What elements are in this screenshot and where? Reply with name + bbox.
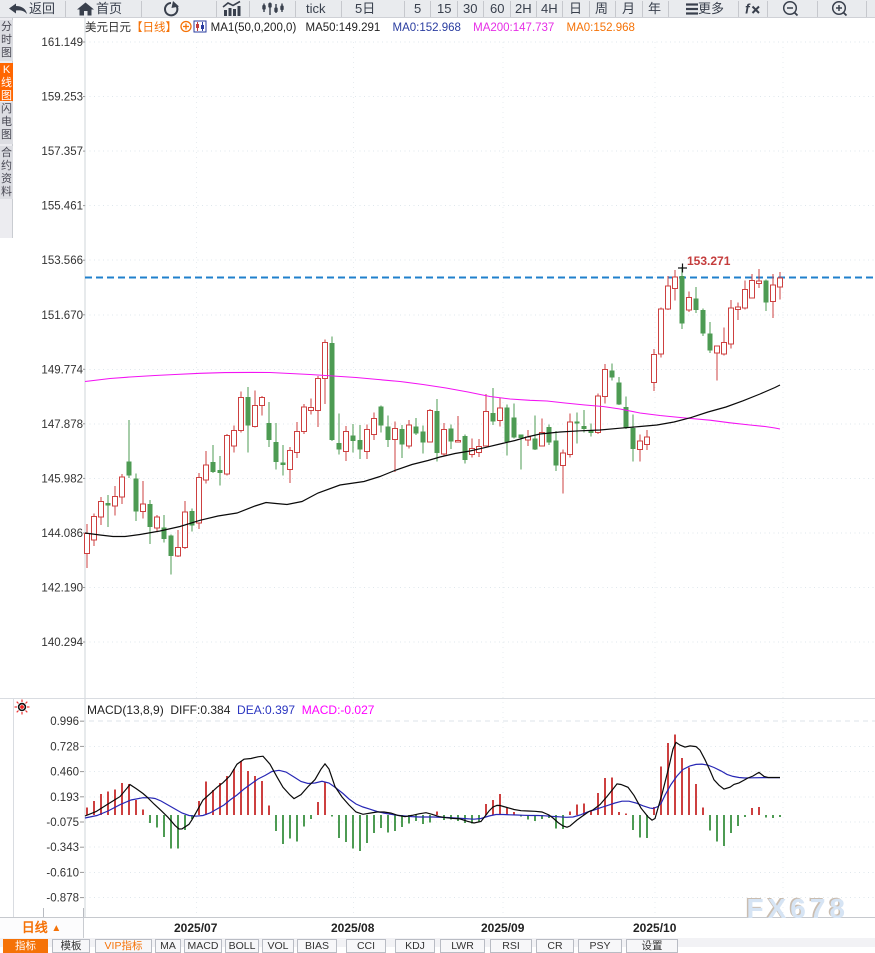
svg-text:142.190: 142.190 <box>41 583 83 595</box>
svg-text:161.149: 161.149 <box>41 37 83 49</box>
svg-text:145.982: 145.982 <box>41 473 83 485</box>
svg-text:144.086: 144.086 <box>41 528 83 540</box>
svg-text:-0.075: -0.075 <box>46 817 79 829</box>
svg-text:0.996: 0.996 <box>50 716 79 728</box>
svg-text:151.670: 151.670 <box>41 310 83 322</box>
svg-text:-0.878: -0.878 <box>46 893 79 905</box>
svg-text:155.461: 155.461 <box>41 201 83 213</box>
svg-text:-0.610: -0.610 <box>46 867 79 879</box>
svg-text:149.774: 149.774 <box>41 364 83 376</box>
svg-text:140.294: 140.294 <box>41 637 83 649</box>
svg-text:159.253: 159.253 <box>41 92 83 104</box>
svg-text:0.728: 0.728 <box>50 741 79 753</box>
svg-text:153.271: 153.271 <box>687 254 731 268</box>
svg-text:0.460: 0.460 <box>50 767 79 779</box>
svg-text:147.878: 147.878 <box>41 419 83 431</box>
svg-text:153.566: 153.566 <box>41 255 83 267</box>
svg-text:157.357: 157.357 <box>41 146 83 158</box>
svg-text:FX678: FX678 <box>745 892 848 923</box>
svg-text:-0.343: -0.343 <box>46 842 79 854</box>
svg-text:f: f <box>745 2 751 17</box>
svg-text:0.193: 0.193 <box>50 792 79 804</box>
